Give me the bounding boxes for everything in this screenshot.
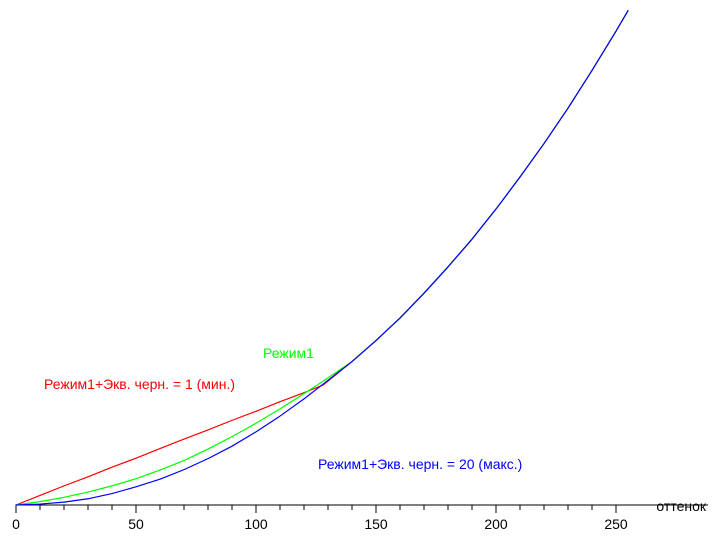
x-tick-label: 200 bbox=[484, 516, 508, 532]
series-red bbox=[16, 11, 628, 505]
x-axis-label: оттенок bbox=[656, 498, 706, 514]
series-label-green: Режим1 bbox=[263, 345, 314, 361]
series-green bbox=[16, 11, 628, 505]
x-tick-label: 0 bbox=[12, 516, 20, 532]
series-label-blue: Режим1+Экв. черн. = 20 (макс.) bbox=[318, 456, 522, 472]
line-chart: 0 50 100 150 200 250 оттенок Режим1+Экв. черн. … bbox=[0, 0, 712, 541]
series-label-red: Режим1+Экв. черн. = 1 (мин.) bbox=[44, 376, 235, 392]
x-tick-label: 150 bbox=[364, 516, 388, 532]
x-tick-label: 50 bbox=[128, 516, 144, 532]
x-tick-label: 100 bbox=[244, 516, 268, 532]
series-blue bbox=[16, 11, 628, 505]
x-tick-label: 250 bbox=[604, 516, 628, 532]
